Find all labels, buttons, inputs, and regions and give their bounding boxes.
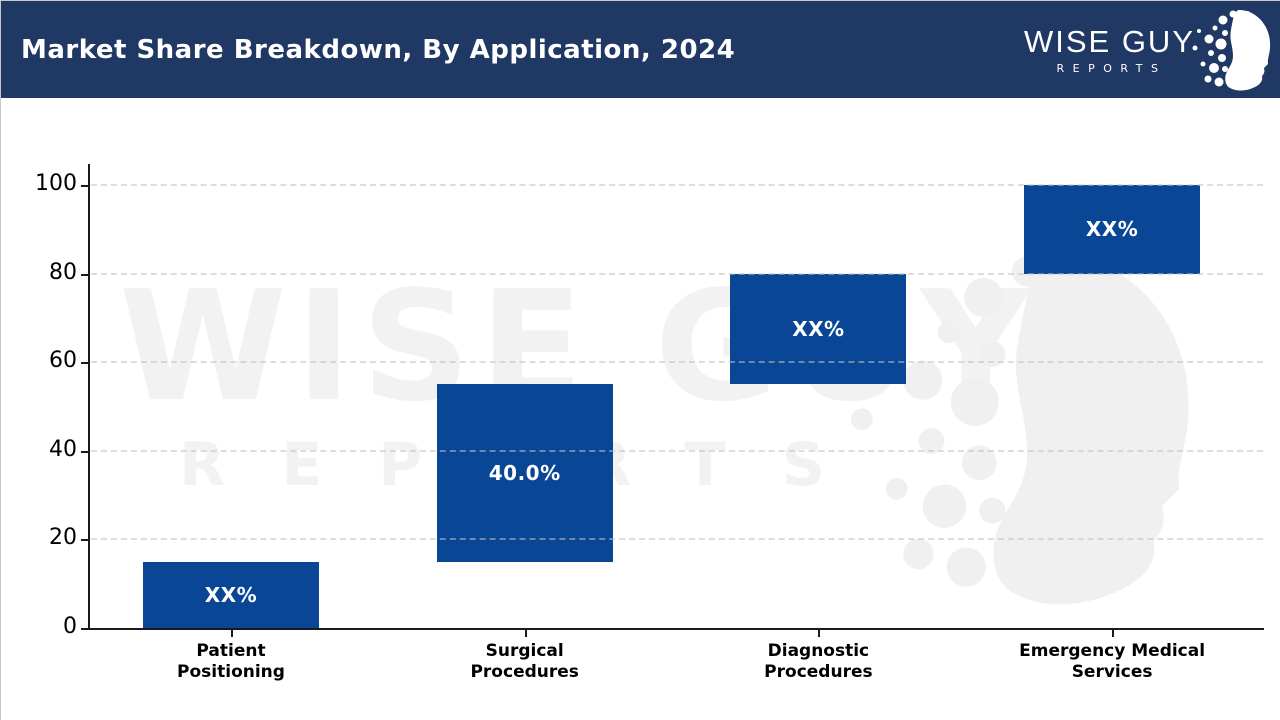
x-category-label: Patient Positioning — [177, 641, 285, 682]
y-axis-tick — [81, 628, 88, 630]
grid-line — [91, 361, 1263, 364]
x-axis-tick — [231, 630, 233, 637]
y-axis-tick — [81, 450, 88, 453]
bar: XX% — [143, 561, 319, 628]
grid-line — [91, 449, 1263, 452]
y-tick-label: 100 — [35, 171, 77, 196]
y-axis-tick — [81, 539, 88, 542]
x-axis-line — [88, 628, 1264, 630]
brand-subtitle: REPORTS — [1056, 62, 1167, 75]
brand-head-icon — [1192, 9, 1271, 91]
y-tick-label: 40 — [49, 436, 77, 462]
x-category-label: Surgical Procedures — [470, 641, 579, 682]
y-axis-tick — [81, 185, 88, 187]
y-axis-tick — [81, 362, 88, 365]
bar-value-label: 40.0% — [488, 460, 561, 485]
watermark-head-icon — [851, 254, 1189, 605]
chart-title: Market Share Breakdown, By Application, … — [21, 34, 736, 65]
x-category-label: Emergency Medical Services — [1019, 641, 1206, 682]
y-axis-tick — [81, 273, 88, 276]
x-axis-tick — [1112, 630, 1115, 637]
bar: XX% — [730, 273, 907, 385]
x-category-label: Diagnostic Procedures — [764, 641, 873, 682]
brand-logo-text: WISE GUY REPORTS — [1024, 24, 1195, 75]
grid-line — [91, 538, 1263, 541]
x-axis-tick — [524, 630, 527, 637]
bar-value-label: XX% — [1085, 217, 1139, 242]
grid-line — [91, 184, 1263, 186]
bar-value-label: XX% — [204, 582, 258, 607]
brand-logo: WISE GUY REPORTS — [1024, 1, 1273, 98]
brand-name: WISE GUY — [1023, 24, 1195, 59]
y-tick-label: 0 — [63, 614, 77, 639]
bar: 40.0% — [436, 384, 613, 562]
x-axis-tick — [818, 630, 821, 637]
header-bar: Market Share Breakdown, By Application, … — [1, 1, 1280, 98]
bar-value-label: XX% — [792, 316, 845, 341]
y-tick-label: 80 — [49, 259, 77, 285]
plot-area: WISE GUY REPORTS 020406080100XX%Patient … — [1, 98, 1280, 720]
bar: XX% — [1024, 185, 1201, 274]
y-axis-line — [88, 164, 90, 630]
grid-line — [91, 272, 1263, 275]
y-tick-label: 20 — [49, 525, 77, 551]
y-tick-label: 60 — [49, 348, 77, 374]
